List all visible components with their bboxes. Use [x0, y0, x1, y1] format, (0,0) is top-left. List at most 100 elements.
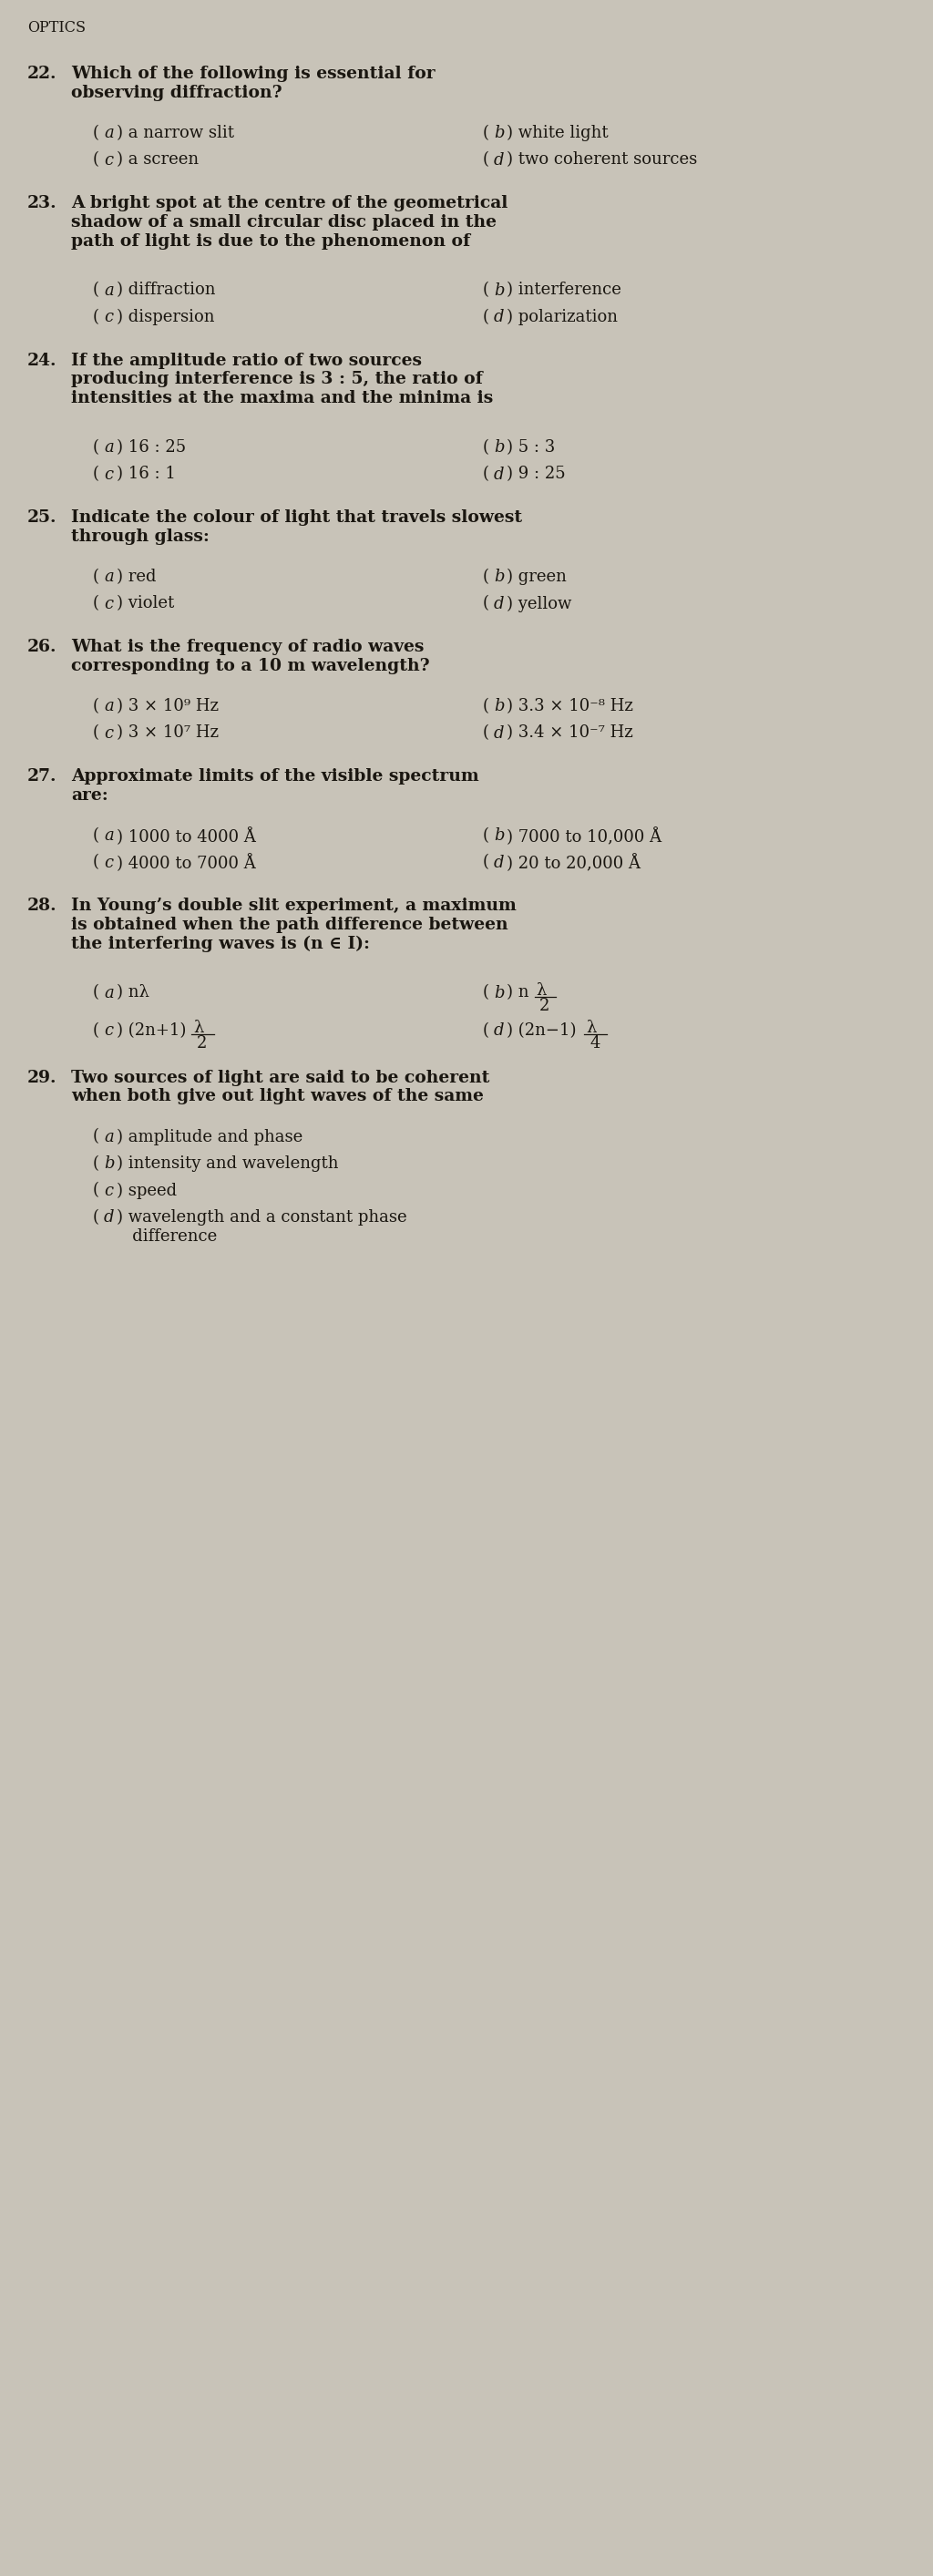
Text: d: d	[494, 152, 505, 167]
Text: (: (	[483, 438, 489, 456]
Text: ) 5 : 3: ) 5 : 3	[507, 438, 555, 456]
Text: 23.: 23.	[27, 196, 57, 211]
Text: (: (	[93, 438, 99, 456]
Text: ) wavelength and a constant phase
   difference: ) wavelength and a constant phase differ…	[117, 1208, 407, 1244]
Text: ) speed: ) speed	[117, 1182, 177, 1198]
Text: c: c	[104, 595, 113, 613]
Text: ) 3 × 10⁷ Hz: ) 3 × 10⁷ Hz	[117, 724, 218, 742]
Text: b: b	[494, 827, 505, 845]
Text: (: (	[483, 281, 489, 299]
Text: d: d	[494, 466, 505, 482]
Text: c: c	[104, 724, 113, 742]
Text: (: (	[483, 1023, 489, 1038]
Text: a: a	[104, 698, 114, 714]
Text: (: (	[483, 698, 489, 714]
Text: λ: λ	[536, 981, 546, 999]
Text: ) green: ) green	[507, 569, 566, 585]
Text: ) 9 : 25: ) 9 : 25	[507, 466, 565, 482]
Text: λ: λ	[586, 1020, 596, 1036]
Text: ) 16 : 1: ) 16 : 1	[117, 466, 175, 482]
Text: (: (	[93, 827, 99, 845]
Text: Indicate the colour of light that travels slowest
through glass:: Indicate the colour of light that travel…	[71, 510, 522, 544]
Text: ) polarization: ) polarization	[507, 309, 618, 325]
Text: b: b	[494, 281, 505, 299]
Text: ) 20 to 20,000 Å: ) 20 to 20,000 Å	[507, 855, 641, 873]
Text: (: (	[93, 595, 99, 613]
Text: (: (	[93, 698, 99, 714]
Text: (: (	[93, 569, 99, 585]
Text: 4: 4	[590, 1036, 600, 1051]
Text: ) 3.4 × 10⁻⁷ Hz: ) 3.4 × 10⁻⁷ Hz	[507, 724, 633, 742]
Text: (: (	[93, 1023, 99, 1038]
Text: If the amplitude ratio of two sources
producing interference is 3 : 5, the ratio: If the amplitude ratio of two sources pr…	[71, 353, 494, 407]
Text: ) white light: ) white light	[507, 124, 608, 142]
Text: b: b	[494, 124, 505, 142]
Text: ) two coherent sources: ) two coherent sources	[507, 152, 697, 167]
Text: a: a	[104, 124, 114, 142]
Text: λ: λ	[193, 1020, 203, 1036]
Text: d: d	[494, 1023, 505, 1038]
Text: Approximate limits of the visible spectrum
are:: Approximate limits of the visible spectr…	[71, 768, 479, 804]
Text: ) red: ) red	[117, 569, 156, 585]
Text: (: (	[483, 855, 489, 871]
Text: ) yellow: ) yellow	[507, 595, 572, 613]
Text: a: a	[104, 569, 114, 585]
Text: (: (	[483, 827, 489, 845]
Text: 22.: 22.	[27, 64, 57, 82]
Text: d: d	[104, 1208, 115, 1226]
Text: OPTICS: OPTICS	[27, 21, 86, 36]
Text: (: (	[93, 855, 99, 871]
Text: (: (	[93, 1208, 99, 1226]
Text: 27.: 27.	[27, 768, 57, 786]
Text: (: (	[93, 466, 99, 482]
Text: ) amplitude and phase: ) amplitude and phase	[117, 1128, 302, 1146]
Text: a: a	[104, 984, 114, 1002]
Text: (: (	[93, 1182, 99, 1198]
Text: (: (	[483, 595, 489, 613]
Text: Two sources of light are said to be coherent
when both give out light waves of t: Two sources of light are said to be cohe…	[71, 1069, 490, 1105]
Text: ) a narrow slit: ) a narrow slit	[117, 124, 234, 142]
Text: d: d	[494, 309, 505, 325]
Text: a: a	[104, 281, 114, 299]
Text: (: (	[93, 1128, 99, 1144]
Text: ) 7000 to 10,000 Å: ) 7000 to 10,000 Å	[507, 827, 661, 845]
Text: c: c	[104, 152, 113, 167]
Text: ) n: ) n	[507, 984, 529, 1002]
Text: a: a	[104, 827, 114, 845]
Text: ) violet: ) violet	[117, 595, 174, 613]
Text: a: a	[104, 438, 114, 456]
Text: b: b	[494, 984, 505, 1002]
Text: 29.: 29.	[27, 1069, 57, 1084]
Text: (: (	[93, 152, 99, 167]
Text: 25.: 25.	[27, 510, 57, 526]
Text: ) (2n+1): ) (2n+1)	[117, 1023, 187, 1038]
Text: c: c	[104, 309, 113, 325]
Text: ) intensity and wavelength: ) intensity and wavelength	[117, 1157, 339, 1172]
Text: A bright spot at the centre of the geometrical
shadow of a small circular disc p: A bright spot at the centre of the geome…	[71, 196, 508, 250]
Text: ) 16 : 25: ) 16 : 25	[117, 438, 186, 456]
Text: (: (	[93, 124, 99, 142]
Text: d: d	[494, 724, 505, 742]
Text: ) (2n−1): ) (2n−1)	[507, 1023, 577, 1038]
Text: a: a	[104, 1128, 114, 1144]
Text: (: (	[483, 124, 489, 142]
Text: (: (	[483, 309, 489, 325]
Text: b: b	[494, 698, 505, 714]
Text: (: (	[93, 984, 99, 1002]
Text: (: (	[483, 466, 489, 482]
Text: c: c	[104, 1023, 113, 1038]
Text: 26.: 26.	[27, 639, 57, 654]
Text: 2: 2	[539, 997, 550, 1015]
Text: c: c	[104, 1182, 113, 1198]
Text: (: (	[483, 152, 489, 167]
Text: b: b	[494, 569, 505, 585]
Text: ) 4000 to 7000 Å: ) 4000 to 7000 Å	[117, 855, 256, 873]
Text: ) dispersion: ) dispersion	[117, 309, 215, 325]
Text: (: (	[93, 281, 99, 299]
Text: 2: 2	[197, 1036, 207, 1051]
Text: Which of the following is essential for
observing diffraction?: Which of the following is essential for …	[71, 64, 435, 100]
Text: (: (	[483, 569, 489, 585]
Text: b: b	[104, 1157, 115, 1172]
Text: (: (	[93, 724, 99, 742]
Text: 28.: 28.	[27, 896, 57, 914]
